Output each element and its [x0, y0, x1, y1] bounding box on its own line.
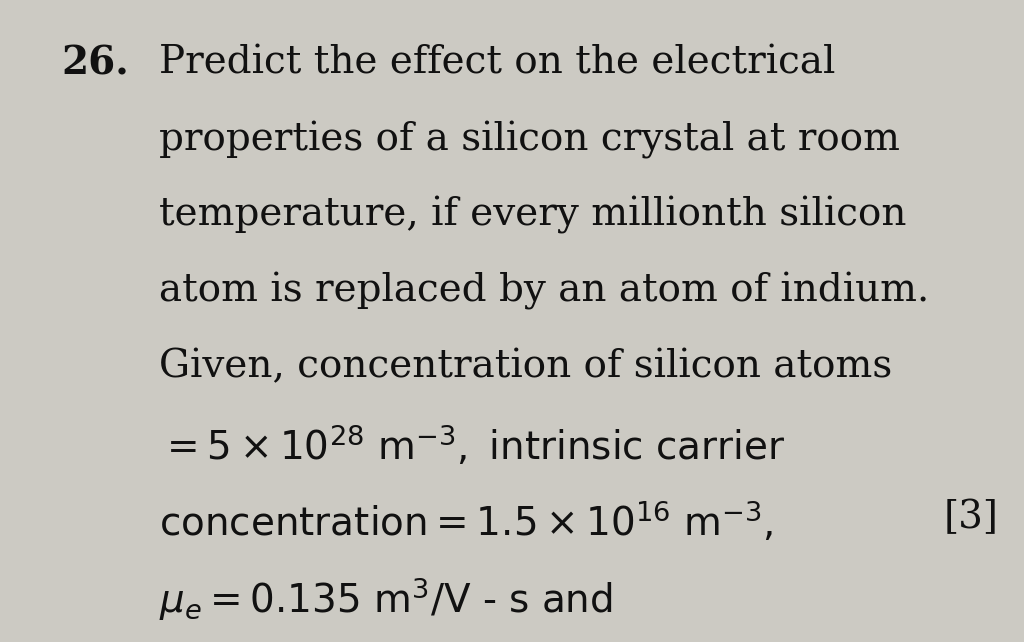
Text: $= 5 \times 10^{28} \text{ m}^{-3}, \text{ intrinsic carrier}$: $= 5 \times 10^{28} \text{ m}^{-3}, \tex… — [159, 424, 785, 469]
Text: 26.: 26. — [61, 45, 129, 83]
Text: temperature, if every millionth silicon: temperature, if every millionth silicon — [159, 196, 906, 234]
Text: $\text{concentration} = 1.5 \times 10^{16} \text{ m}^{-3},$: $\text{concentration} = 1.5 \times 10^{1… — [159, 499, 773, 544]
Text: Predict the effect on the electrical: Predict the effect on the electrical — [159, 45, 836, 82]
Text: Given, concentration of silicon atoms: Given, concentration of silicon atoms — [159, 348, 892, 385]
Text: $\mu_e = 0.135 \text{ m}^3\text{/V - s and}$: $\mu_e = 0.135 \text{ m}^3\text{/V - s a… — [159, 575, 612, 623]
Text: [3]: [3] — [943, 499, 998, 537]
Text: properties of a silicon crystal at room: properties of a silicon crystal at room — [159, 121, 900, 159]
Text: atom is replaced by an atom of indium.: atom is replaced by an atom of indium. — [159, 272, 929, 310]
